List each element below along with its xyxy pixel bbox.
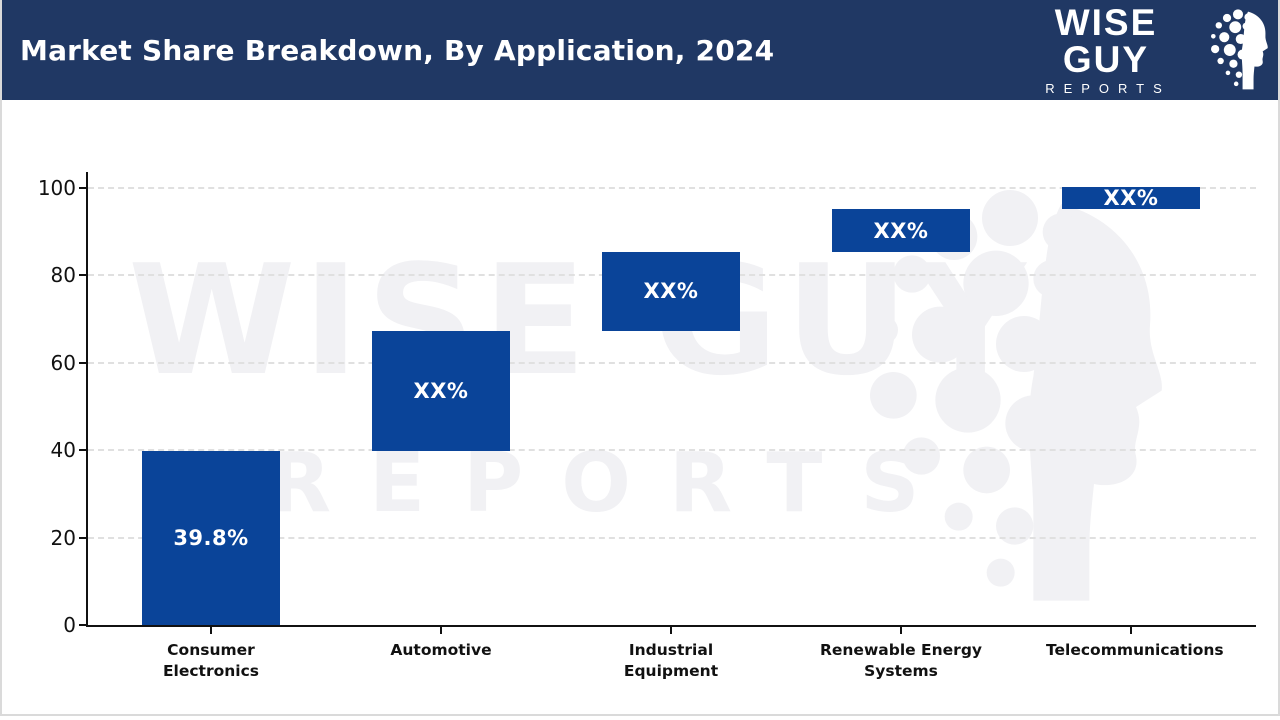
logo-text: WISE GUY REPORTS [1008, 4, 1204, 96]
bar-value-label: XX% [1103, 186, 1159, 211]
y-tick-mark [79, 186, 88, 189]
bar-consumer-electronics: 39.8% [142, 450, 280, 625]
logo-subtitle: REPORTS [1045, 81, 1171, 96]
wiseguy-head-icon [1211, 9, 1268, 90]
y-tick-label: 20 [50, 525, 76, 550]
gridline-20 [88, 536, 1256, 539]
gridline-60 [88, 361, 1256, 364]
x-tick-mark [670, 627, 672, 634]
bar-value-label: XX% [413, 378, 469, 403]
header-bar: Market Share Breakdown, By Application, … [0, 0, 1280, 100]
category-label: Automotive [390, 641, 492, 659]
y-tick-label: 80 [50, 263, 76, 287]
y-tick-mark [79, 449, 88, 451]
bar-value-label: XX% [643, 279, 699, 304]
category-label: Consumer Electronics [162, 641, 260, 680]
x-axis [86, 625, 1256, 627]
gridline-40 [88, 449, 1256, 451]
bar-value-label: XX% [873, 218, 929, 243]
bar-automotive: XX% [372, 330, 510, 451]
category-label: Renewable Energy Systems [819, 641, 983, 680]
page-title: Market Share Breakdown, By Application, … [20, 33, 775, 67]
logo-wordmark: WISE GUY [1054, 2, 1158, 80]
bar-telecommunications: XX% [1062, 186, 1200, 211]
category-label: Industrial Equipment [623, 641, 719, 680]
bar-industrial-equipment: XX% [602, 252, 740, 331]
bar-renewable-energy-systems: XX% [832, 209, 970, 253]
y-tick-mark [79, 361, 88, 364]
y-tick-mark [79, 536, 88, 539]
y-tick-mark [79, 274, 88, 276]
bar-value-label: 39.8% [173, 525, 249, 550]
x-tick-mark [210, 627, 212, 634]
y-axis [86, 172, 88, 627]
y-tick-label: 100 [37, 175, 76, 200]
category-label: Telecommunications [1046, 641, 1224, 659]
y-tick-mark [79, 624, 88, 626]
x-tick-mark [440, 627, 442, 634]
gridline-100 [88, 186, 1256, 189]
y-tick-label: 40 [50, 438, 76, 462]
wiseguy-logo: WISE GUY REPORTS [1008, 4, 1270, 96]
x-tick-mark [900, 627, 902, 634]
x-tick-mark [1130, 627, 1132, 634]
y-tick-label: 0 [63, 613, 76, 637]
watermark-text-line2: REPORTS [268, 436, 958, 531]
y-tick-label: 60 [50, 350, 76, 375]
